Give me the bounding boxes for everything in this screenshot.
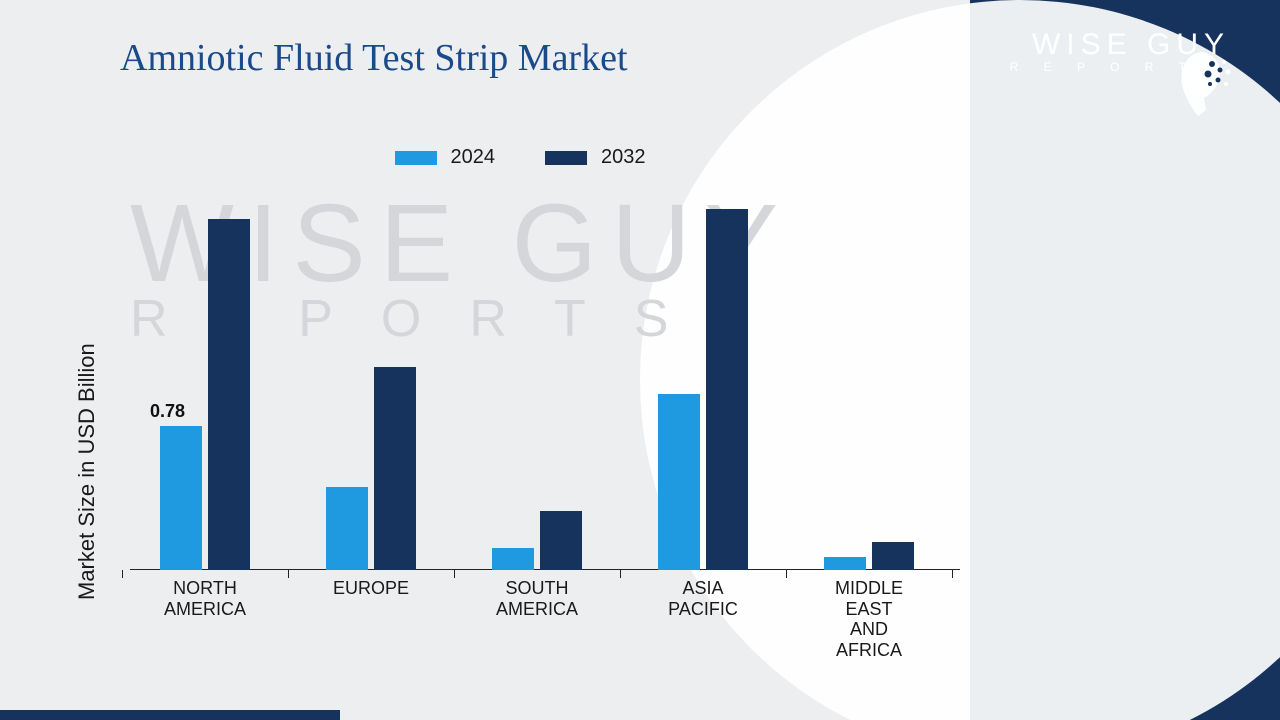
- bar: [492, 548, 534, 570]
- bar: [160, 426, 202, 570]
- bar: [326, 487, 368, 570]
- legend-label-2032: 2032: [601, 146, 646, 169]
- bar: [824, 557, 866, 570]
- bar: [208, 219, 250, 571]
- brand-head-icon: [1176, 50, 1236, 122]
- axis-tick: [620, 570, 621, 578]
- bar: [872, 542, 914, 570]
- category-label: EUROPE: [301, 578, 441, 599]
- legend-swatch-2024: [395, 151, 437, 165]
- axis-tick: [786, 570, 787, 578]
- bar-value-label: 0.78: [150, 401, 185, 422]
- canvas: WISE GUY REPORTS Amniotic Fluid Test Str…: [0, 0, 1280, 720]
- category-label: NORTHAMERICA: [135, 578, 275, 619]
- bar: [540, 511, 582, 570]
- brand-logo: WISE GUY R E P O R T S: [1010, 28, 1230, 74]
- category-label: MIDDLEEASTANDAFRICA: [799, 578, 939, 661]
- legend-item-2024: 2024: [395, 146, 496, 169]
- legend-swatch-2032: [545, 151, 587, 165]
- bar: [706, 209, 748, 570]
- bar: [374, 367, 416, 571]
- legend-item-2032: 2032: [545, 146, 646, 169]
- axis-tick: [952, 570, 953, 578]
- bar-chart: 2024 2032 Market Size in USD Billion 0.7…: [60, 140, 980, 660]
- bottom-accent-bar: [0, 710, 340, 720]
- axis-tick: [288, 570, 289, 578]
- legend-label-2024: 2024: [451, 146, 496, 169]
- chart-title: Amniotic Fluid Test Strip Market: [120, 36, 628, 80]
- category-label: ASIAPACIFIC: [633, 578, 773, 619]
- bar: [658, 394, 700, 570]
- plot-area: 0.78: [130, 200, 960, 570]
- category-label: SOUTHAMERICA: [467, 578, 607, 619]
- legend: 2024 2032: [60, 146, 980, 169]
- axis-tick: [122, 570, 123, 578]
- axis-tick: [454, 570, 455, 578]
- y-axis-label: Market Size in USD Billion: [74, 343, 100, 600]
